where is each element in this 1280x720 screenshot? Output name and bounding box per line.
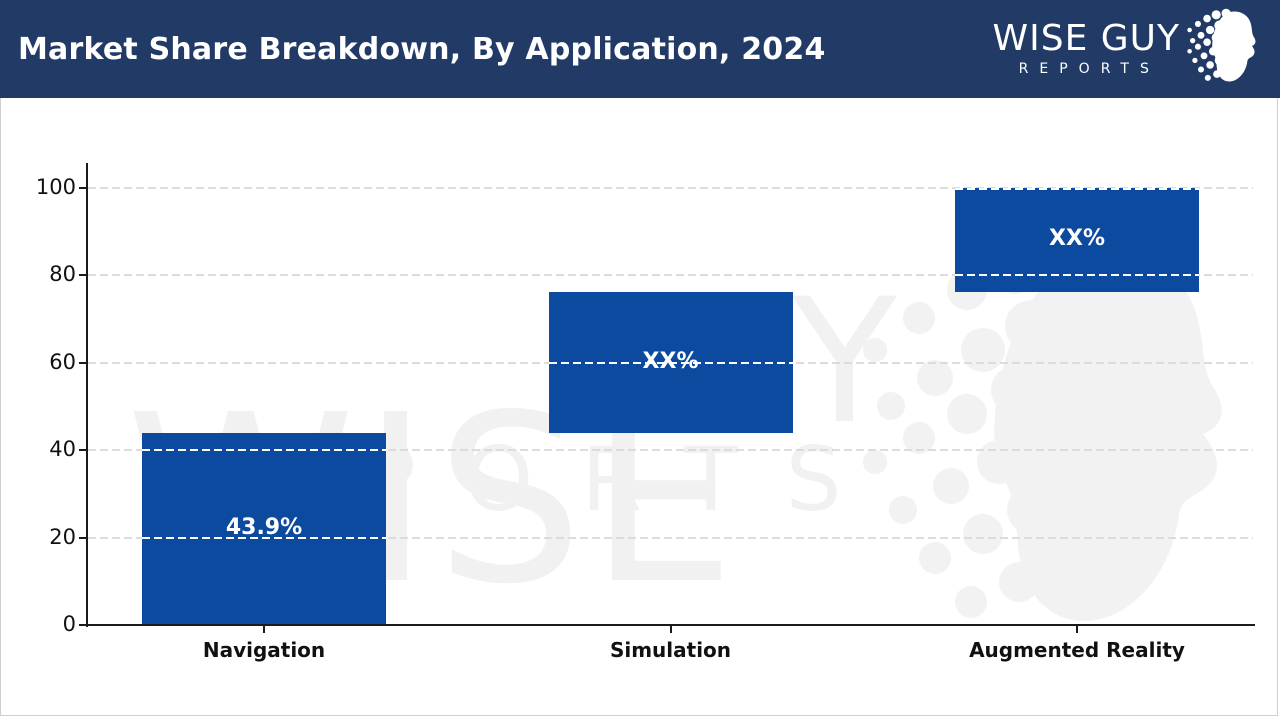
x-axis-label-navigation: Navigation [202,638,326,662]
y-tick-label: 60 [49,349,76,374]
x-axis-label-augmented-reality: Augmented Reality [969,638,1185,662]
y-tick-label: 80 [49,262,76,286]
wise-guy-head-icon [1187,8,1256,82]
chart-area: 0 20 40 60 80 100 43.9% XX% XX% Navigation Simulat… [0,98,1280,720]
x-axis-label-simulation: Simulation [609,638,732,662]
x-axis-spine [86,624,1255,626]
y-tick-mark [79,186,88,189]
x-tick-mark [263,626,265,633]
brand-logo: WISE GUY REPORTS [993,7,1259,91]
y-tick-mark [79,361,88,364]
app-header: Market Share Breakdown, By Application, … [0,0,1280,98]
y-gridline [88,536,1253,539]
bar-gridline-overlay [142,536,386,539]
brand-subtitle: REPORTS [1018,61,1160,77]
bar-value-label: XX% [1049,225,1105,251]
bar-value-label: 43.9% [225,514,303,540]
y-tick-mark [79,274,88,276]
bar-gridline-overlay [548,361,793,364]
y-tick-mark [79,449,88,451]
bar-gridline-overlay [142,449,386,451]
bar-value-label: XX% [642,348,699,374]
y-tick-mark [79,624,88,626]
bar-navigation: 43.9% [142,432,386,625]
bar-gridline-overlay [955,274,1199,276]
y-gridline [88,186,1253,189]
x-tick-mark [669,626,672,633]
bar-gridline-overlay [955,187,1199,190]
x-tick-mark [1076,626,1078,633]
y-tick-label: 40 [49,437,76,461]
y-axis-spine [86,163,88,627]
y-tick-mark [79,536,88,539]
y-tick-label: 20 [49,524,76,549]
bar-simulation: XX% [548,292,793,433]
bar-augmented-reality: XX% [955,187,1199,293]
brand-name: WISE GUY [992,18,1180,59]
y-gridline [88,449,1253,451]
brand-text: WISE GUY REPORTS [992,18,1181,78]
y-tick-label: 100 [35,174,76,199]
page-title: Market Share Breakdown, By Application, … [18,31,826,67]
y-tick-label: 0 [62,612,76,636]
y-gridline [88,274,1253,276]
